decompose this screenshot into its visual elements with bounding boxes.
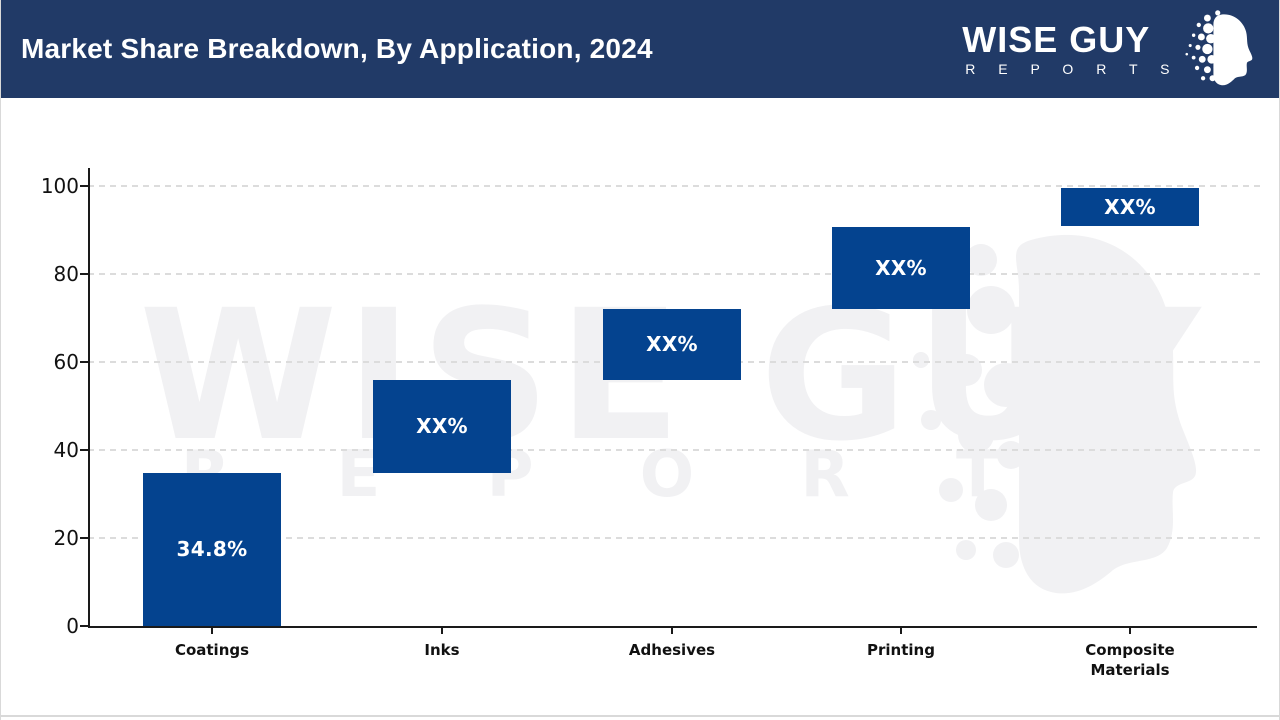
y-axis-tick-label: 100 [40,174,79,198]
x-axis-tick-mark [211,628,213,634]
gridline-80 [88,273,1265,275]
bottom-divider [1,715,1279,717]
y-axis-tick-label: 40 [53,438,79,462]
bar-value-label: XX% [1104,194,1156,219]
bar-inks: XX% [373,379,511,473]
bar-value-label: 34.8% [176,537,248,562]
y-axis-tick-mark [80,625,88,627]
x-axis-category-label: Adhesives [628,641,716,659]
brand-subname: R E P O R T S [965,61,1179,77]
waterfall-chart: 0 20 40 60 80 100 34.8% Coatings XX% Inks XX% Adhes… [1,98,1280,698]
y-axis-tick-mark [80,449,88,451]
x-axis-tick-mark [441,628,443,634]
face-profile-dots-icon [1185,10,1253,86]
page-title: Market Share Breakdown, By Application, … [21,33,653,64]
y-axis-tick-mark [80,361,88,363]
brand-logo-text: WISE GUY R E P O R T S [962,19,1179,77]
y-axis-line [88,168,90,628]
header-bar: Market Share Breakdown, By Application, … [1,0,1279,98]
x-axis-tick-mark [1129,628,1131,634]
x-axis-tick-mark [671,628,673,634]
y-axis-tick-mark [80,185,88,187]
x-axis-category-label: Coatings [174,641,250,659]
bar-value-label: XX% [646,332,698,357]
gridline-40 [88,449,1265,451]
bar-printing: XX% [832,226,970,310]
x-axis-category-label: Inks [424,641,460,659]
y-axis-tick-label: 60 [53,350,79,374]
x-axis-category-label: Printing [867,641,935,659]
gridline-100 [88,185,1265,187]
bar-composite-materials: XX% [1061,188,1199,226]
y-axis-tick-mark [80,537,88,539]
x-axis-category-label: Composite Materials [1085,641,1175,680]
watermark-face-dots [913,234,1197,594]
x-axis-line [88,626,1257,628]
bar-value-label: XX% [416,414,468,439]
bar-coatings: 34.8% [143,472,281,626]
gridline-20 [88,537,1265,539]
bar-value-label: XX% [875,256,927,281]
bar-adhesives: XX% [603,309,741,380]
x-axis-tick-mark [900,628,902,634]
y-axis-tick-mark [80,273,88,275]
y-axis-tick-label: 80 [53,262,79,286]
y-axis-tick-label: 20 [53,526,79,550]
brand-name: WISE GUY [962,19,1151,60]
brand-logo: WISE GUY R E P O R T S [962,6,1259,92]
y-axis-tick-label: 0 [66,614,79,638]
